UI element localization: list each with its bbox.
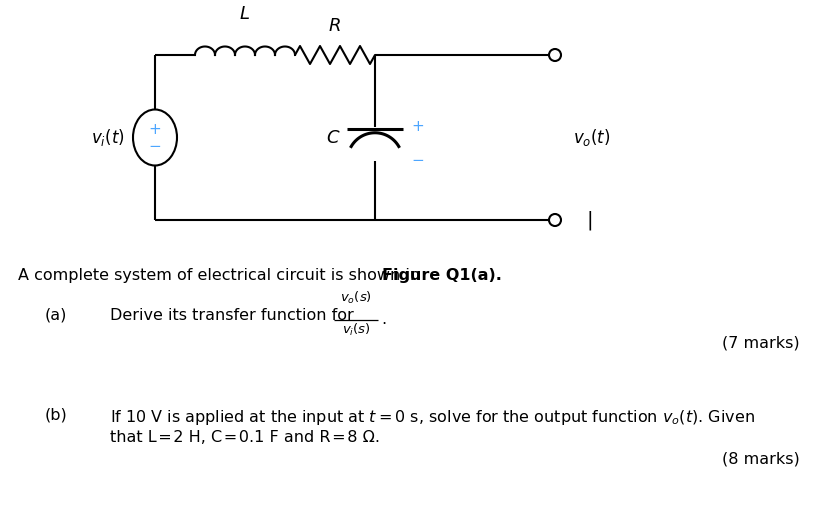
Circle shape [549,49,560,61]
Text: +: + [148,122,161,137]
Text: If 10 V is applied at the input at $t = 0$ s, solve for the output function $v_o: If 10 V is applied at the input at $t = … [110,408,754,427]
Text: (8 marks): (8 marks) [722,452,799,467]
Text: $v_o(s)$: $v_o(s)$ [340,290,372,306]
Text: (b): (b) [45,408,68,423]
Text: that L = 2 H, C = 0.1 F and R = 8 Ω.: that L = 2 H, C = 0.1 F and R = 8 Ω. [110,430,379,445]
Text: (a): (a) [45,308,67,323]
Text: −: − [410,153,423,168]
Text: L: L [240,5,250,23]
Text: $v_i(s)$: $v_i(s)$ [342,322,370,338]
Text: Derive its transfer function for: Derive its transfer function for [110,308,359,323]
Circle shape [549,214,560,226]
Text: −: − [148,139,161,154]
Text: $v_i(t)$: $v_i(t)$ [91,127,124,148]
Text: .: . [381,312,386,328]
Text: R: R [328,17,341,35]
Text: A complete system of electrical circuit is shown in: A complete system of electrical circuit … [18,268,425,283]
Text: C: C [326,129,338,146]
Text: Figure Q1(a).: Figure Q1(a). [382,268,501,283]
Text: +: + [410,119,423,134]
Text: $v_o(t)$: $v_o(t)$ [572,127,610,148]
Text: |: | [586,210,593,230]
Text: (7 marks): (7 marks) [722,336,799,351]
